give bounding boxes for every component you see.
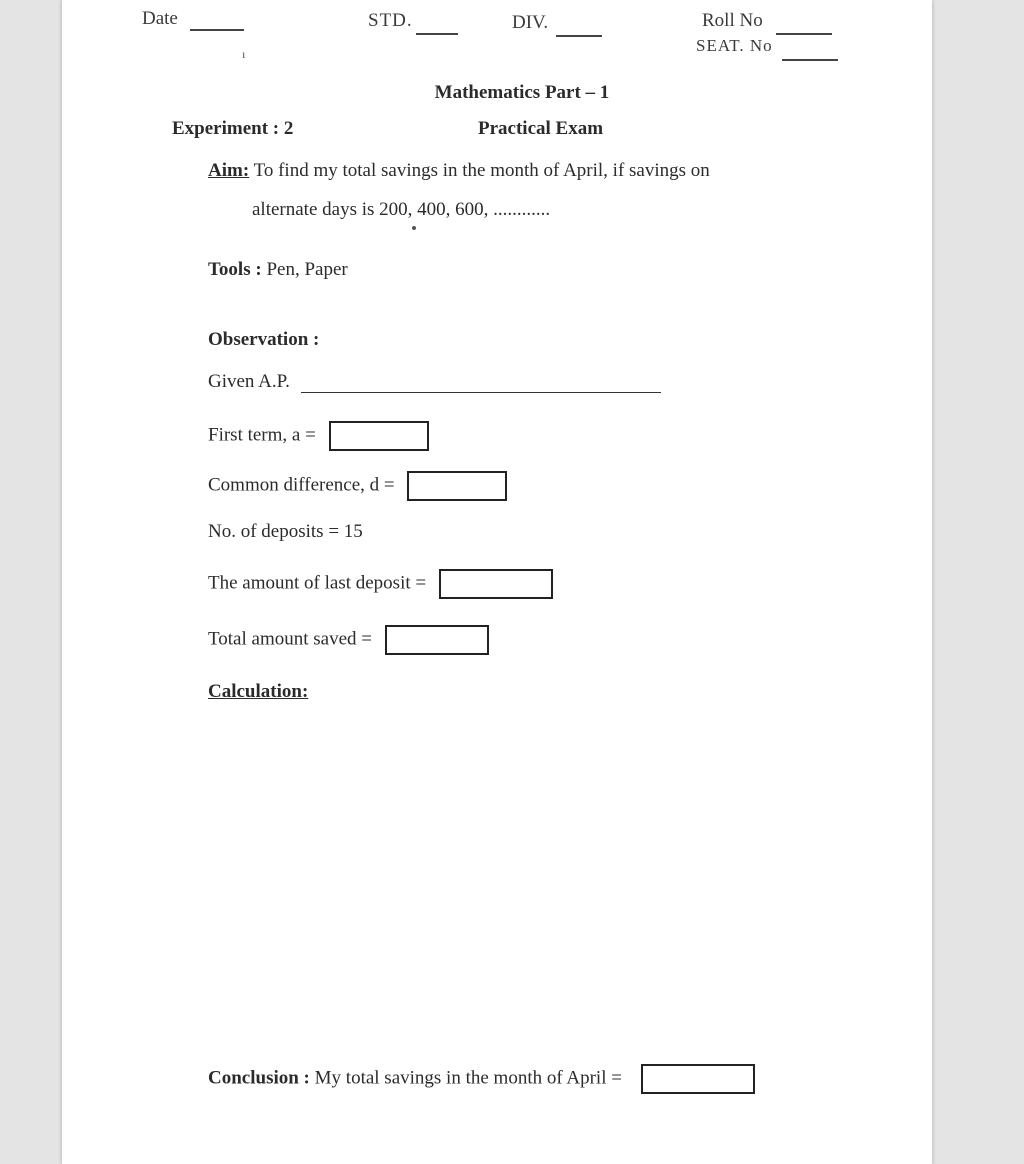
conclusion-box[interactable] [641,1064,755,1094]
conclusion-row: Conclusion : My total savings in the mon… [208,1064,755,1094]
first-term-box[interactable] [329,421,429,451]
given-ap-label: Given A.P. [208,371,290,392]
stray-mark-icon: ı [242,47,245,62]
aim-paragraph: Aim: To find my total savings in the mon… [208,156,872,225]
tools-row: Tools : Pen, Paper [208,259,872,281]
conclusion-text: My total savings in the month of April = [315,1067,622,1088]
observation-label: Observation : [208,329,872,351]
aim-label: Aim: [208,160,249,181]
last-deposit-box[interactable] [439,569,553,599]
common-diff-label: Common difference, d = [208,474,395,495]
aim-line1: To find my total savings in the month of… [249,160,710,181]
first-term-row: First term, a = [208,421,872,451]
body-block: Aim: To find my total savings in the mon… [172,156,872,703]
header-row: Date STD. DIV. Roll No SEAT. No [172,8,872,78]
first-term-label: First term, a = [208,424,316,445]
tools-text: Pen, Paper [262,259,348,280]
given-ap-blank[interactable] [301,372,661,393]
worksheet-page: Date STD. DIV. Roll No SEAT. No ı Mathem… [62,0,932,1164]
dot-icon [412,226,416,230]
last-deposit-label: The amount of last deposit = [208,572,426,593]
tools-label: Tools : [208,259,262,280]
date-label: Date [142,8,178,30]
calculation-label: Calculation: [208,681,872,703]
num-deposits-value: 15 [339,521,363,542]
num-deposits-label: No. of deposits = [208,521,339,542]
practical-exam-label: Practical Exam [472,118,872,140]
common-diff-row: Common difference, d = [208,471,872,501]
div-blank[interactable] [556,18,602,37]
aim-line2: alternate days is 200, 400, 600, .......… [208,195,872,224]
num-deposits-row: No. of deposits = 15 [208,521,872,543]
seat-label: SEAT. No [696,36,773,56]
div-label: DIV. [512,12,548,34]
experiment-label: Experiment : 2 [172,118,472,140]
experiment-row: Experiment : 2 Practical Exam [172,118,872,140]
common-diff-box[interactable] [407,471,507,501]
total-saved-box[interactable] [385,625,489,655]
std-label: STD. [368,10,413,32]
roll-blank[interactable] [776,16,832,35]
total-saved-row: Total amount saved = [208,625,872,655]
total-saved-label: Total amount saved = [208,628,372,649]
conclusion-label: Conclusion : [208,1067,315,1088]
given-ap-row: Given A.P. [208,371,872,393]
last-deposit-row: The amount of last deposit = [208,569,872,599]
std-blank[interactable] [416,16,458,35]
subject-title: Mathematics Part – 1 [172,82,872,104]
seat-blank[interactable] [782,42,838,61]
roll-label: Roll No [702,10,763,32]
date-blank[interactable] [190,12,244,31]
